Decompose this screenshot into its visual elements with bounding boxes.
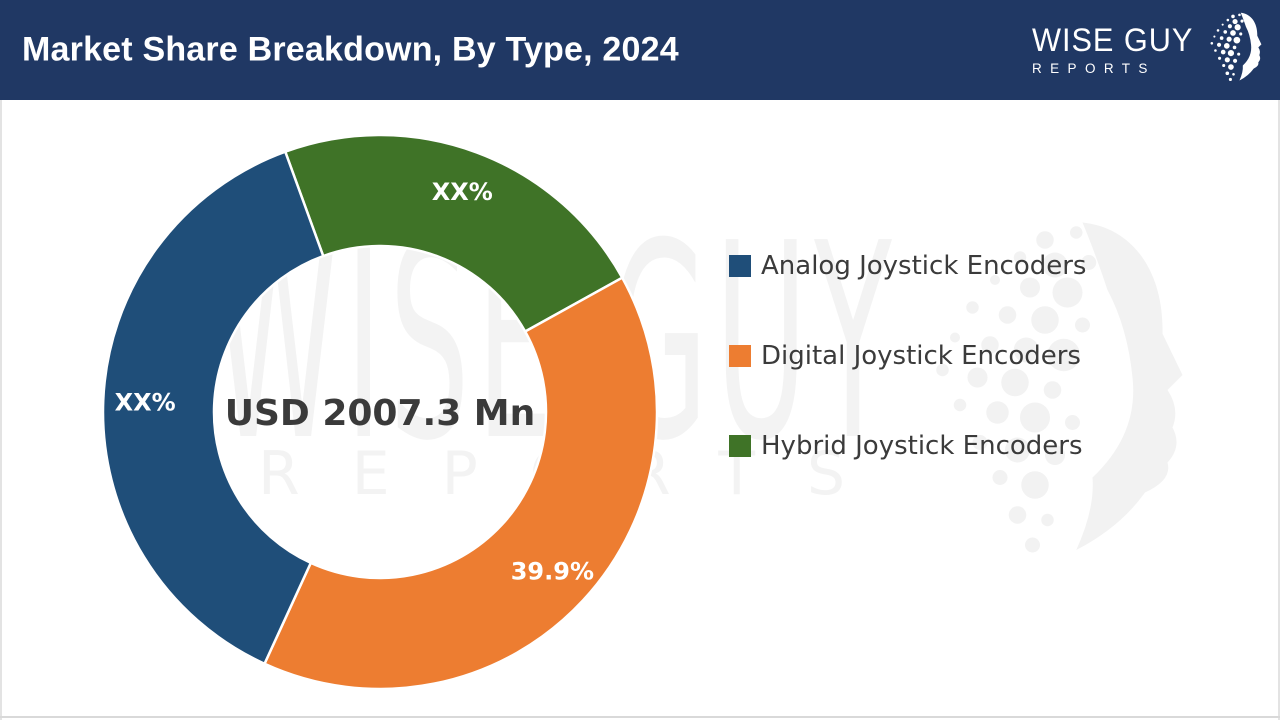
page-title: Market Share Breakdown, By Type, 2024 [22, 30, 679, 69]
legend-label: Hybrid Joystick Encoders [761, 431, 1083, 461]
legend-swatch [729, 255, 751, 277]
legend-item: Digital Joystick Encoders [729, 341, 1086, 371]
brand-reports-label: REPORTS [1031, 60, 1156, 76]
side-border-right [1278, 100, 1280, 720]
legend-swatch [729, 345, 751, 367]
side-border-left [0, 100, 2, 720]
donut-segment [262, 276, 659, 691]
legend-swatch [729, 435, 751, 457]
segment-label: XX% [432, 178, 493, 206]
chart-center-label: USD 2007.3 Mn [225, 393, 535, 434]
donut-segment [283, 133, 624, 334]
brand-wordmark: WISE GUY [1031, 22, 1194, 59]
watermark-face-icon [936, 222, 1183, 553]
segment-label: 39.9% [511, 558, 594, 586]
chart-legend: Analog Joystick Encoders Digital Joystick… [729, 251, 1087, 524]
legend-item: Hybrid Joystick Encoders [729, 431, 1086, 461]
donut-segment [101, 150, 325, 666]
app-header: Market Share Breakdown, By Type, 2024 WI… [0, 0, 1280, 100]
donut-chart: XX% 39.9% XX% USD 2007.3 Mn [101, 133, 659, 691]
legend-item: Analog Joystick Encoders [729, 251, 1087, 281]
segment-label: XX% [115, 388, 176, 416]
legend-label: Analog Joystick Encoders [761, 251, 1087, 281]
brand-face-icon [1210, 12, 1262, 81]
legend-label: Digital Joystick Encoders [761, 341, 1081, 371]
brand-logo: WISE GUY REPORTS [1032, 0, 1264, 100]
bottom-border [0, 716, 1280, 718]
